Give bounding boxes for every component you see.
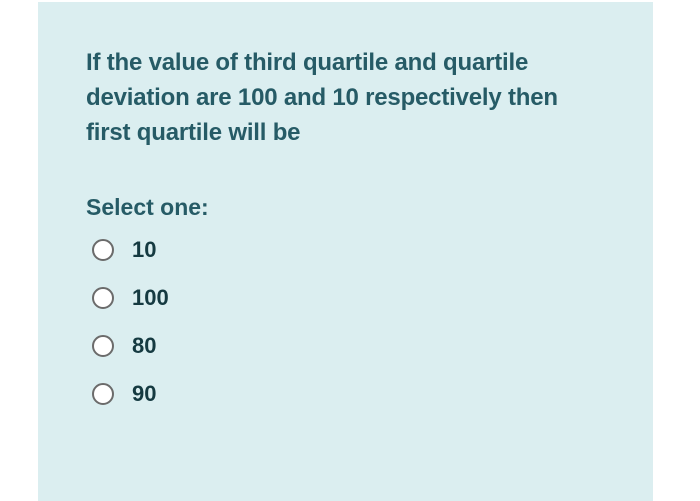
options-group: 10 100 80 90 — [86, 237, 605, 407]
option-label: 80 — [132, 333, 156, 359]
option-row[interactable]: 80 — [92, 333, 605, 359]
option-row[interactable]: 90 — [92, 381, 605, 407]
option-row[interactable]: 10 — [92, 237, 605, 263]
option-label: 10 — [132, 237, 156, 263]
question-text: If the value of third quartile and quart… — [86, 46, 605, 150]
option-label: 100 — [132, 285, 169, 311]
option-row[interactable]: 100 — [92, 285, 605, 311]
select-one-label: Select one: — [86, 194, 605, 221]
question-card: If the value of third quartile and quart… — [38, 2, 653, 501]
radio-icon[interactable] — [92, 335, 114, 357]
radio-icon[interactable] — [92, 287, 114, 309]
radio-icon[interactable] — [92, 383, 114, 405]
option-label: 90 — [132, 381, 156, 407]
radio-icon[interactable] — [92, 239, 114, 261]
